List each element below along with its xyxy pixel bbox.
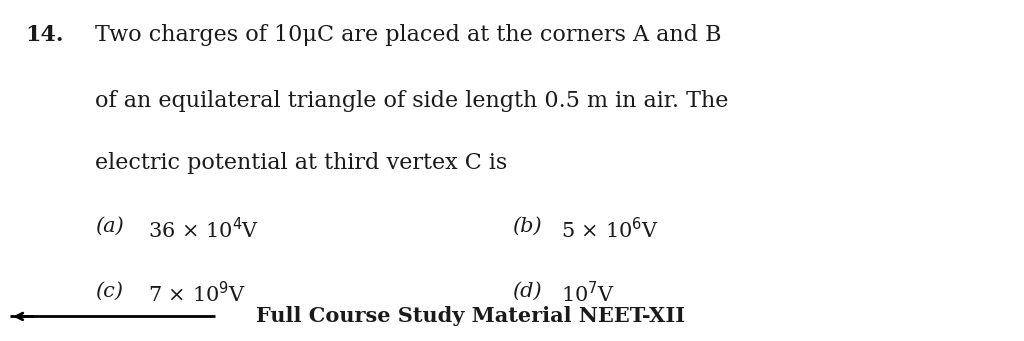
Text: Full Course Study Material NEET-XII: Full Course Study Material NEET-XII xyxy=(256,307,685,326)
Text: 36 × 10$^{4}$V: 36 × 10$^{4}$V xyxy=(148,217,260,242)
Text: (b): (b) xyxy=(512,217,542,236)
Text: 7 × 10$^{9}$V: 7 × 10$^{9}$V xyxy=(148,281,247,307)
Text: 10$^{7}$V: 10$^{7}$V xyxy=(561,281,615,307)
Text: (c): (c) xyxy=(95,281,123,300)
Text: 5 × 10$^{6}$V: 5 × 10$^{6}$V xyxy=(561,217,659,242)
Text: (d): (d) xyxy=(512,281,542,300)
Text: (a): (a) xyxy=(95,217,124,236)
Text: electric potential at third vertex C is: electric potential at third vertex C is xyxy=(95,152,508,174)
Text: Two charges of 10μC are placed at the corners A and B: Two charges of 10μC are placed at the co… xyxy=(95,24,722,46)
Text: of an equilateral triangle of side length 0.5 m in air. The: of an equilateral triangle of side lengt… xyxy=(95,90,729,113)
Text: 14.: 14. xyxy=(26,24,65,46)
